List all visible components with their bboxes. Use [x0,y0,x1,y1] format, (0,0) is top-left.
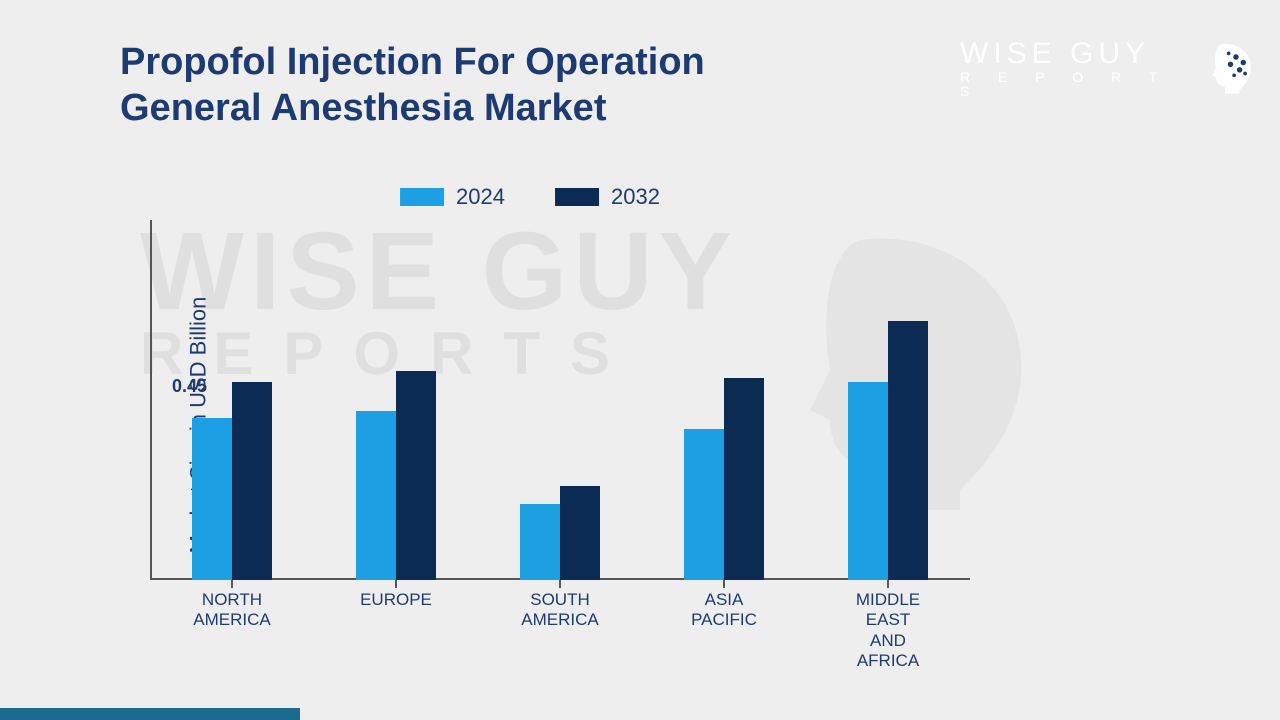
bar-value-label: 0.45 [172,376,207,397]
bar-2032 [888,321,928,580]
bar-2024 [684,429,724,580]
legend-swatch-2032 [555,188,599,206]
plot-area: 0.45NORTHAMERICAEUROPESOUTHAMERICAASIAPA… [150,220,970,580]
legend: 2024 2032 [400,184,660,210]
bar-2032 [724,378,764,580]
bar-group: ASIAPACIFIC [642,220,806,580]
bar-groups: 0.45NORTHAMERICAEUROPESOUTHAMERICAASIAPA… [150,220,970,580]
legend-item-2032: 2032 [555,184,660,210]
x-tick-label: MIDDLEEASTANDAFRICA [818,580,958,672]
x-tick-label: NORTHAMERICA [162,580,302,631]
legend-label-2024: 2024 [456,184,505,210]
x-tick-label: SOUTHAMERICA [490,580,630,631]
head-icon [1203,39,1258,97]
right-brand-panel: WISE GUY R E P O R T S [960,0,1280,720]
legend-swatch-2024 [400,188,444,206]
bar-2024 [356,411,396,580]
chart-area: Market Size in USD Billion 2024 2032 0.4… [90,190,970,660]
bar-group: EUROPE [314,220,478,580]
bar-group: SOUTHAMERICA [478,220,642,580]
bar-group: 0.45NORTHAMERICA [150,220,314,580]
bar-2024 [848,382,888,580]
legend-item-2024: 2024 [400,184,505,210]
x-tick-label: ASIAPACIFIC [654,580,794,631]
brand-line1: WISE GUY [960,38,1193,70]
bar-2032 [396,371,436,580]
bar-group: MIDDLEEASTANDAFRICA [806,220,970,580]
brand-line2: R E P O R T S [960,70,1193,99]
bar-2032 [560,486,600,580]
bar-2024 [520,504,560,580]
x-tick-label: EUROPE [326,580,466,610]
footer-accent-bar [0,708,300,720]
stage: WISE GUY R E P O R T S Propofol Injectio… [0,0,1280,720]
brand-logo: WISE GUY R E P O R T S [960,38,1258,99]
bar-2024 [192,418,232,580]
bar-2032 [232,382,272,580]
brand-text: WISE GUY R E P O R T S [960,38,1193,99]
chart-title: Propofol Injection For Operation General… [120,40,760,131]
legend-label-2032: 2032 [611,184,660,210]
